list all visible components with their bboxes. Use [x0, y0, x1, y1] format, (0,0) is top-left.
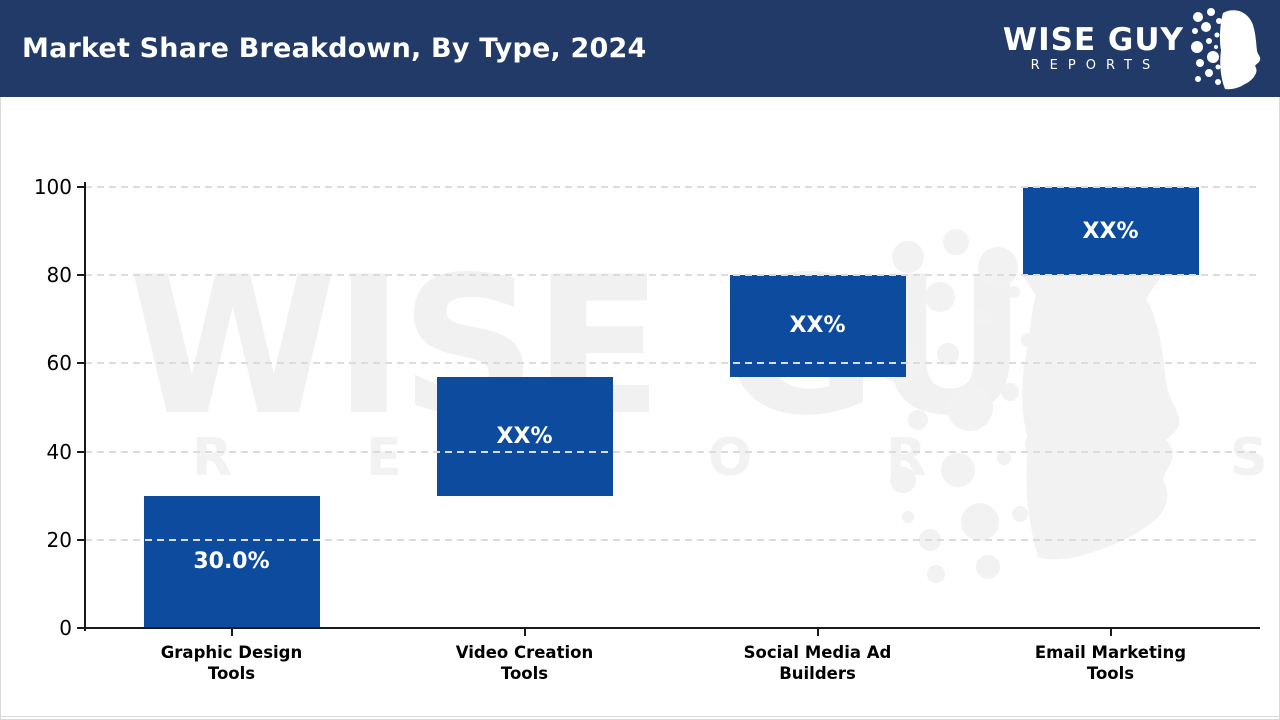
bar-value-label: 30.0% — [193, 549, 270, 575]
y-tick-20 — [77, 538, 84, 541]
wise-guy-reports-logo: WISE GUY REPORTS — [1003, 5, 1262, 93]
y-tick-label-60: 60 — [46, 351, 72, 376]
x-tick-0 — [230, 629, 233, 636]
y-tick-0 — [77, 627, 84, 629]
logo-name: WISE GUY — [1002, 21, 1184, 58]
x-category-label-line: Social Media Ad — [743, 643, 892, 662]
bar-social-media-ad-builders: XX% — [729, 275, 906, 377]
logo-subtitle: REPORTS — [1030, 58, 1161, 74]
y-tick-label-0: 0 — [59, 616, 72, 640]
x-tick-3 — [1109, 629, 1112, 636]
y-tick-label-100: 100 — [33, 175, 72, 199]
x-category-label-line: Graphic Design — [160, 643, 303, 662]
waterfall-chart: 0 20 40 60 80 100 30.0% Graphic Design Tools XX% V… — [0, 97, 1280, 717]
x-category-label-line: Tools — [1086, 664, 1135, 683]
watermark-face-dots-graphic — [879, 229, 1180, 583]
y-tick-label-80: 80 — [46, 263, 72, 288]
x-category-label-line: Email Marketing — [1034, 643, 1187, 662]
x-category-label-1: Video Creation Tools — [379, 642, 671, 684]
x-tick-2 — [816, 629, 819, 636]
y-tick-60 — [77, 362, 84, 365]
x-category-label-2: Social Media Ad Builders — [672, 642, 964, 684]
logo-text: WISE GUY REPORTS — [1003, 24, 1184, 74]
y-axis-spine — [84, 182, 86, 631]
header-bar: Market Share Breakdown, By Type, 2024 WI… — [0, 0, 1280, 97]
gridline-80 — [85, 274, 1257, 277]
gridline-60 — [85, 362, 1257, 365]
y-tick-40 — [77, 450, 84, 453]
bar-graphic-design-tools: 30.0% — [143, 495, 320, 628]
y-tick-80 — [77, 274, 84, 277]
y-tick-label-20: 20 — [46, 527, 72, 552]
bottom-frame-line — [0, 716, 1280, 717]
page-title: Market Share Breakdown, By Type, 2024 — [22, 33, 647, 64]
y-tick-100 — [77, 186, 84, 188]
bar-value-label: XX% — [496, 423, 553, 449]
gridline-100 — [85, 186, 1257, 188]
bar-email-marketing-tools: XX% — [1022, 187, 1199, 276]
x-category-label-line: Builders — [779, 664, 856, 683]
y-tick-label-40: 40 — [46, 439, 72, 464]
gridline-20 — [85, 538, 1257, 541]
x-category-label-0: Graphic Design Tools — [86, 642, 378, 684]
x-category-label-line: Video Creation — [455, 643, 594, 662]
x-axis-spine — [84, 627, 1260, 629]
gridline-40 — [85, 450, 1257, 453]
x-tick-1 — [523, 629, 526, 636]
bar-video-creation-tools: XX% — [436, 376, 613, 496]
bar-value-label: XX% — [1082, 218, 1139, 244]
logo-face-icon — [1191, 7, 1261, 89]
x-category-label-3: Email Marketing Tools — [965, 642, 1257, 684]
x-category-label-line: Tools — [207, 664, 256, 683]
bar-value-label: XX% — [789, 313, 846, 339]
x-category-label-line: Tools — [500, 664, 549, 683]
